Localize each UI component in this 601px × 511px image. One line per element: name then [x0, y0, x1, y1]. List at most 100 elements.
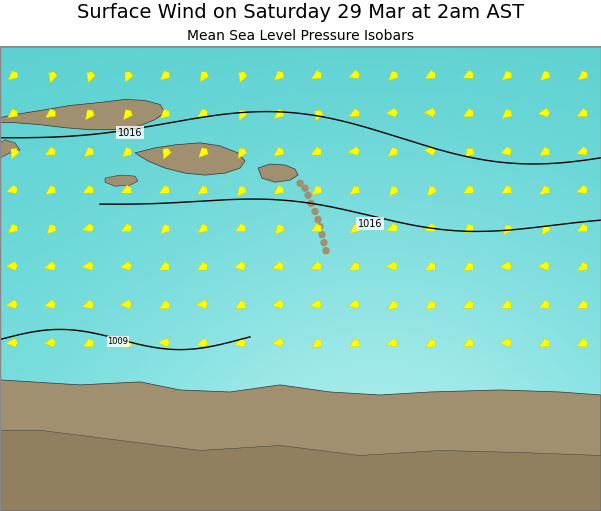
Polygon shape	[577, 338, 587, 346]
Polygon shape	[0, 140, 20, 158]
Circle shape	[302, 185, 308, 191]
Polygon shape	[272, 300, 284, 309]
Polygon shape	[538, 300, 549, 309]
Polygon shape	[502, 71, 512, 80]
Polygon shape	[11, 148, 19, 159]
Text: Mean Sea Level Pressure Isobars: Mean Sea Level Pressure Isobars	[187, 29, 414, 43]
Polygon shape	[315, 110, 323, 121]
Polygon shape	[311, 262, 322, 270]
Polygon shape	[502, 109, 512, 119]
Circle shape	[297, 180, 303, 186]
Polygon shape	[311, 223, 322, 231]
Polygon shape	[426, 339, 436, 348]
Polygon shape	[500, 262, 511, 270]
Polygon shape	[348, 147, 359, 155]
Text: 1016: 1016	[358, 219, 382, 228]
Polygon shape	[239, 72, 247, 83]
Circle shape	[308, 200, 314, 206]
Polygon shape	[8, 109, 17, 118]
Polygon shape	[427, 187, 436, 196]
Polygon shape	[539, 147, 549, 156]
Polygon shape	[350, 224, 360, 234]
Polygon shape	[125, 72, 133, 82]
Circle shape	[323, 248, 329, 254]
Polygon shape	[234, 262, 246, 270]
Polygon shape	[501, 185, 511, 194]
Polygon shape	[235, 300, 245, 309]
Polygon shape	[426, 300, 436, 310]
Polygon shape	[389, 187, 398, 196]
Polygon shape	[8, 224, 18, 234]
Polygon shape	[578, 71, 588, 80]
Polygon shape	[539, 338, 549, 347]
Polygon shape	[44, 262, 56, 270]
Polygon shape	[121, 185, 132, 193]
Polygon shape	[198, 224, 208, 233]
Polygon shape	[463, 108, 474, 117]
Polygon shape	[501, 147, 511, 155]
Polygon shape	[0, 430, 601, 511]
Polygon shape	[258, 164, 298, 182]
Polygon shape	[47, 224, 56, 234]
Polygon shape	[120, 299, 132, 309]
Polygon shape	[197, 109, 207, 117]
Polygon shape	[312, 185, 322, 195]
Polygon shape	[538, 261, 550, 270]
Polygon shape	[463, 185, 474, 194]
Polygon shape	[82, 223, 94, 232]
Polygon shape	[272, 338, 284, 347]
Polygon shape	[348, 300, 359, 309]
Text: Surface Wind on Saturday 29 Mar at 2am AST: Surface Wind on Saturday 29 Mar at 2am A…	[77, 4, 524, 22]
Polygon shape	[386, 338, 398, 347]
Polygon shape	[7, 185, 17, 194]
Polygon shape	[105, 175, 138, 186]
Polygon shape	[0, 380, 601, 511]
Polygon shape	[158, 338, 169, 347]
Polygon shape	[349, 108, 359, 117]
Polygon shape	[160, 109, 170, 119]
Polygon shape	[46, 109, 55, 118]
Polygon shape	[198, 185, 207, 194]
Polygon shape	[578, 262, 587, 271]
Polygon shape	[197, 262, 207, 270]
Text: 1016: 1016	[118, 128, 142, 138]
Polygon shape	[159, 300, 169, 309]
Polygon shape	[388, 300, 398, 310]
Circle shape	[305, 192, 311, 198]
Polygon shape	[311, 71, 322, 79]
Polygon shape	[237, 187, 246, 196]
Polygon shape	[349, 262, 359, 270]
Polygon shape	[540, 71, 550, 80]
Polygon shape	[235, 223, 245, 231]
Polygon shape	[122, 339, 132, 348]
Text: 1009: 1009	[108, 337, 129, 346]
Polygon shape	[577, 108, 587, 117]
Polygon shape	[46, 185, 56, 195]
Polygon shape	[44, 338, 56, 347]
Polygon shape	[386, 261, 398, 270]
Polygon shape	[159, 262, 169, 270]
Polygon shape	[0, 100, 165, 130]
Polygon shape	[540, 185, 550, 195]
Polygon shape	[274, 109, 284, 119]
Polygon shape	[238, 148, 247, 158]
Polygon shape	[463, 300, 474, 308]
Polygon shape	[84, 148, 94, 157]
Polygon shape	[274, 71, 284, 80]
Polygon shape	[576, 185, 588, 194]
Polygon shape	[463, 70, 474, 78]
Polygon shape	[199, 148, 209, 157]
Polygon shape	[349, 70, 359, 79]
Polygon shape	[464, 224, 474, 233]
Polygon shape	[310, 300, 322, 309]
Polygon shape	[6, 300, 17, 309]
Polygon shape	[538, 108, 550, 117]
Polygon shape	[45, 147, 55, 155]
Polygon shape	[49, 72, 57, 83]
Polygon shape	[312, 339, 322, 348]
Polygon shape	[424, 223, 436, 232]
Polygon shape	[123, 148, 132, 157]
Polygon shape	[424, 108, 436, 117]
Polygon shape	[8, 71, 18, 80]
Polygon shape	[234, 338, 246, 347]
